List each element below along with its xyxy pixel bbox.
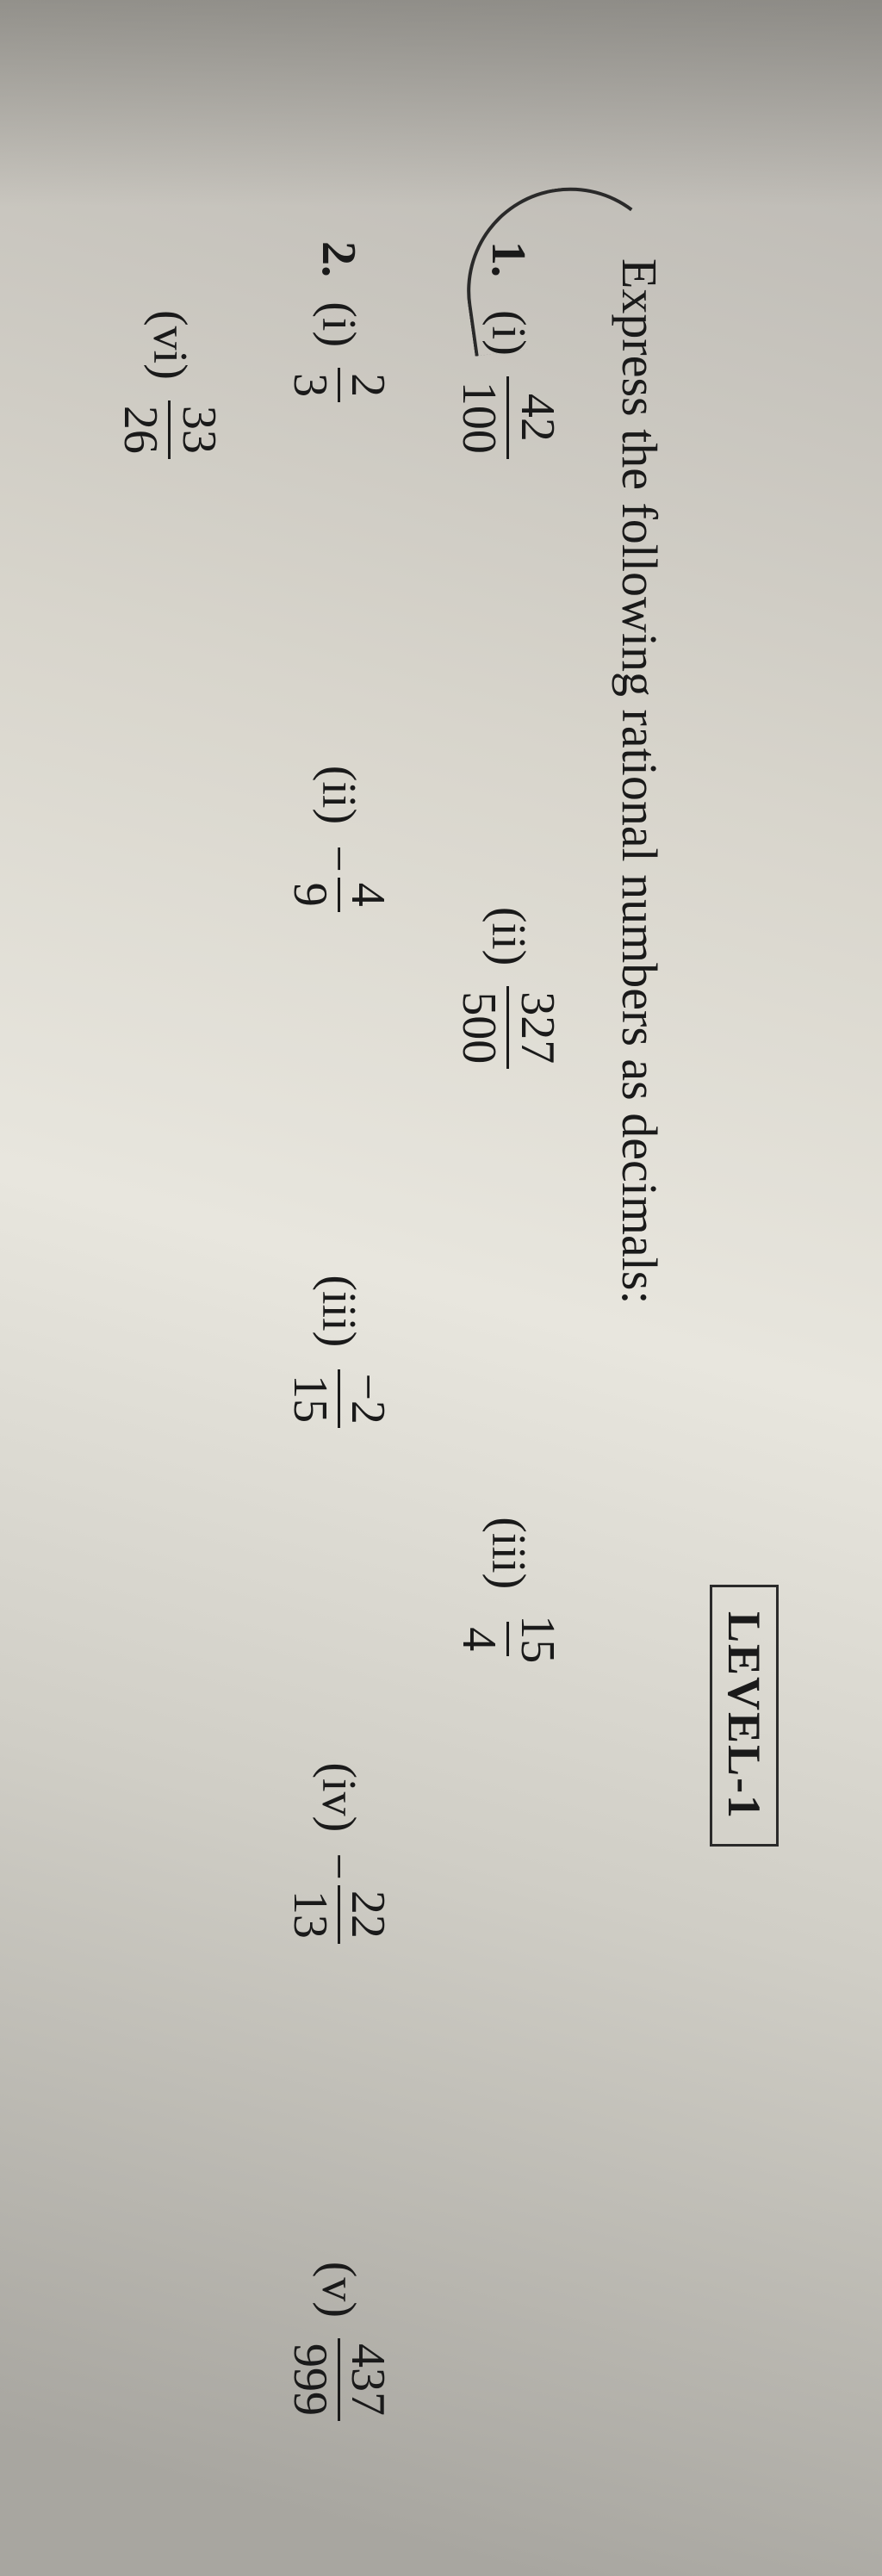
fraction: 42 100	[453, 376, 562, 459]
denominator: 100	[453, 376, 509, 459]
fraction: −2 15	[284, 1368, 394, 1430]
numerator: 22	[340, 1885, 394, 1944]
question-2-number: 2.	[311, 241, 366, 301]
level-label: LEVEL-1	[718, 1611, 770, 1820]
fraction: 2 3	[284, 368, 394, 402]
page-surface: LEVEL-1 Express the following rational n…	[0, 0, 882, 2576]
denominator: 15	[284, 1369, 340, 1428]
denominator: 500	[453, 986, 509, 1069]
fraction: 22 13	[284, 1885, 394, 1944]
q2-item-i: (i) 2 3	[284, 301, 394, 402]
item-label: (iv)	[311, 1762, 366, 1832]
q1-item-iii: (iii) 15 4	[453, 1517, 562, 1668]
denominator: 4	[453, 1622, 509, 1656]
minus-sign: −	[311, 845, 366, 872]
denominator: 26	[115, 400, 171, 459]
denominator: 9	[284, 878, 340, 912]
item-label: (ii)	[481, 907, 536, 965]
numerator: 437	[340, 2338, 394, 2421]
numerator: −2	[340, 1368, 394, 1430]
fraction: 327 500	[453, 986, 562, 1069]
q2-item-iv: (iv) − 22 13	[284, 1762, 394, 1943]
numerator: 33	[171, 400, 224, 459]
question-1-number: 1.	[481, 241, 536, 310]
q1-item-ii: (ii) 327 500	[453, 907, 562, 1069]
denominator: 13	[284, 1885, 340, 1944]
q2-item-ii: (ii) − 4 9	[284, 766, 394, 912]
numerator: 42	[509, 388, 562, 447]
fraction: 33 26	[115, 400, 224, 459]
item-label: (v)	[311, 2262, 366, 2318]
item-label: (i)	[311, 301, 366, 347]
numerator: 327	[509, 986, 562, 1069]
q2-item-iii: (iii) −2 15	[284, 1275, 394, 1430]
q2-item-vi: (vi) 33 26	[115, 310, 224, 459]
item-label: (iii)	[481, 1517, 536, 1589]
item-label: (vi)	[142, 310, 197, 380]
fraction: 437 999	[284, 2338, 394, 2421]
level-box: LEVEL-1	[710, 1585, 779, 1847]
item-label: (i)	[481, 310, 536, 356]
numerator: 15	[509, 1610, 562, 1668]
fraction: 4 9	[284, 878, 394, 912]
denominator: 999	[284, 2338, 340, 2421]
instruction-text: Express the following rational numbers a…	[611, 258, 668, 2421]
fraction: 15 4	[453, 1610, 562, 1668]
q2-item-v: (v) 437 999	[284, 2262, 394, 2421]
question-1-row: 1. (i) 42 100 (ii) 327 500 (iii) 15 4	[453, 241, 562, 2421]
q1-item-i: (i) 42 100	[453, 310, 562, 459]
denominator: 3	[284, 368, 340, 402]
numerator: 4	[340, 878, 394, 912]
item-label: (ii)	[311, 766, 366, 824]
question-2-row-2: (vi) 33 26	[115, 241, 224, 2421]
minus-sign: −	[311, 1853, 366, 1880]
item-label: (iii)	[311, 1275, 366, 1347]
question-2-row-1: 2. (i) 2 3 (ii) − 4 9 (iii) −2 15	[284, 241, 394, 2421]
numerator: 2	[340, 368, 394, 402]
